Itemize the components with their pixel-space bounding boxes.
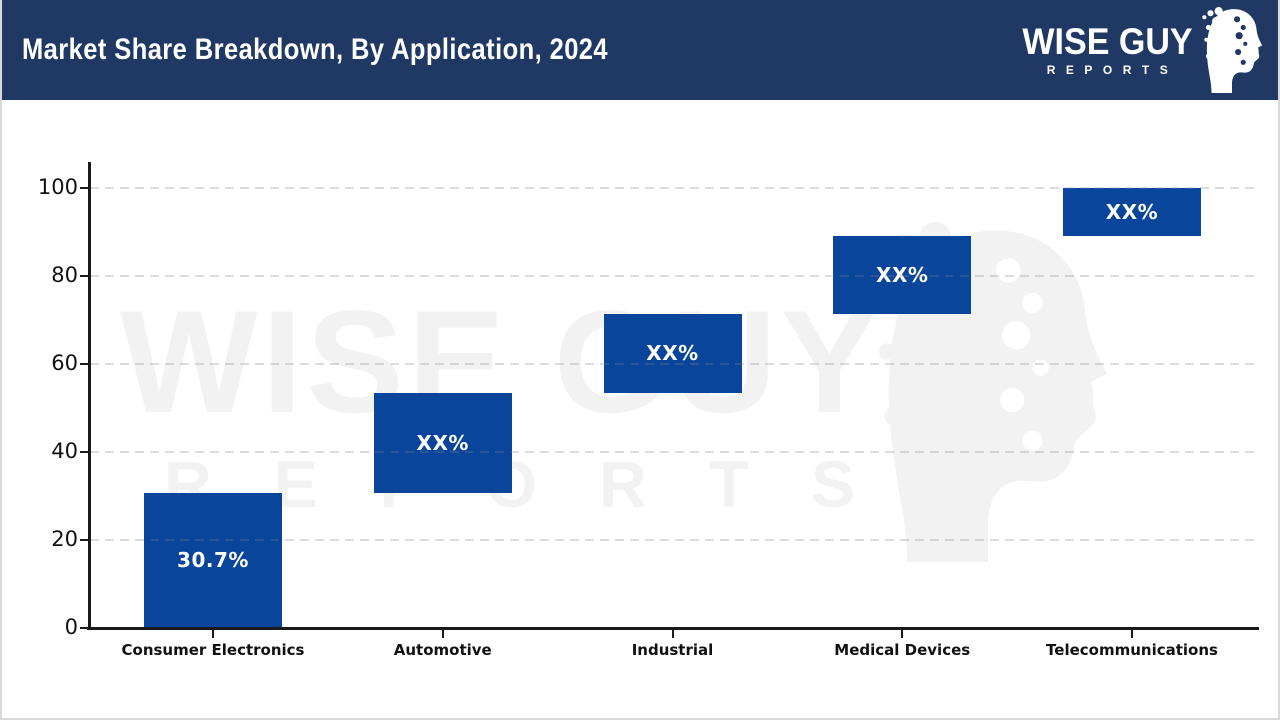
x-tick-mark <box>901 630 904 638</box>
x-category-label: Automotive <box>393 641 492 659</box>
x-tick-mark <box>212 630 214 638</box>
x-tick-mark <box>1131 630 1133 638</box>
waterfall-bar-segment: 30.7% <box>144 492 282 628</box>
waterfall-bar-segment: XX% <box>373 392 512 493</box>
x-category-label: Medical Devices <box>834 641 971 659</box>
y-tick-mark <box>80 539 88 541</box>
y-gridline <box>90 451 1255 453</box>
waterfall-bar-segment: XX% <box>833 235 972 315</box>
y-tick-mark <box>80 187 88 189</box>
bar-value-label: XX% <box>876 262 929 287</box>
x-category-label: Industrial <box>631 641 714 659</box>
x-tick-mark <box>441 630 444 638</box>
header-bar: Market Share Breakdown, By Application, … <box>2 0 1278 100</box>
y-gridline <box>90 275 1255 277</box>
x-category-label: Consumer Electronics <box>121 641 305 659</box>
y-gridline <box>90 187 1255 189</box>
chart-canvas: WISE GUY REPORTS 0 20 40 60 80 100 30.7% Consum… <box>2 100 1278 718</box>
x-axis-line <box>87 627 1259 630</box>
bar-value-label: XX% <box>416 430 469 455</box>
y-gridline <box>90 363 1255 365</box>
bar-value-label: 30.7% <box>177 548 249 573</box>
y-tick-mark <box>80 275 88 277</box>
y-tick-label: 20 <box>51 527 78 551</box>
dotted-head-profile-icon <box>1202 7 1263 93</box>
waterfall-bar-segment: XX% <box>1063 188 1201 236</box>
y-tick-label: 100 <box>37 175 78 199</box>
y-tick-label: 60 <box>51 351 78 375</box>
plot-area: 0 20 40 60 80 100 30.7% Consumer Electronics XX%… <box>2 100 1278 718</box>
y-axis-line <box>88 162 91 630</box>
brand-logo: WISE GUY REPORTS <box>1015 7 1264 93</box>
y-tick-mark <box>80 627 88 629</box>
y-tick-label: 40 <box>51 439 78 463</box>
y-tick-label: 0 <box>64 615 78 639</box>
y-tick-mark <box>80 451 88 453</box>
y-tick-label: 80 <box>51 263 78 287</box>
waterfall-bar-segment: XX% <box>603 314 742 393</box>
x-tick-mark <box>671 630 674 638</box>
chart-title: Market Share Breakdown, By Application, … <box>22 33 609 66</box>
y-tick-mark <box>80 363 88 365</box>
bar-value-label: XX% <box>646 341 699 366</box>
y-gridline <box>90 539 1255 541</box>
bar-value-label: XX% <box>1105 199 1159 224</box>
brand-logo-text: WISE GUY REPORTS <box>1015 21 1200 78</box>
x-category-label: Telecommunications <box>1046 641 1218 659</box>
brand-name: WISE GUY <box>1022 21 1193 62</box>
brand-subname: REPORTS <box>1046 63 1179 77</box>
